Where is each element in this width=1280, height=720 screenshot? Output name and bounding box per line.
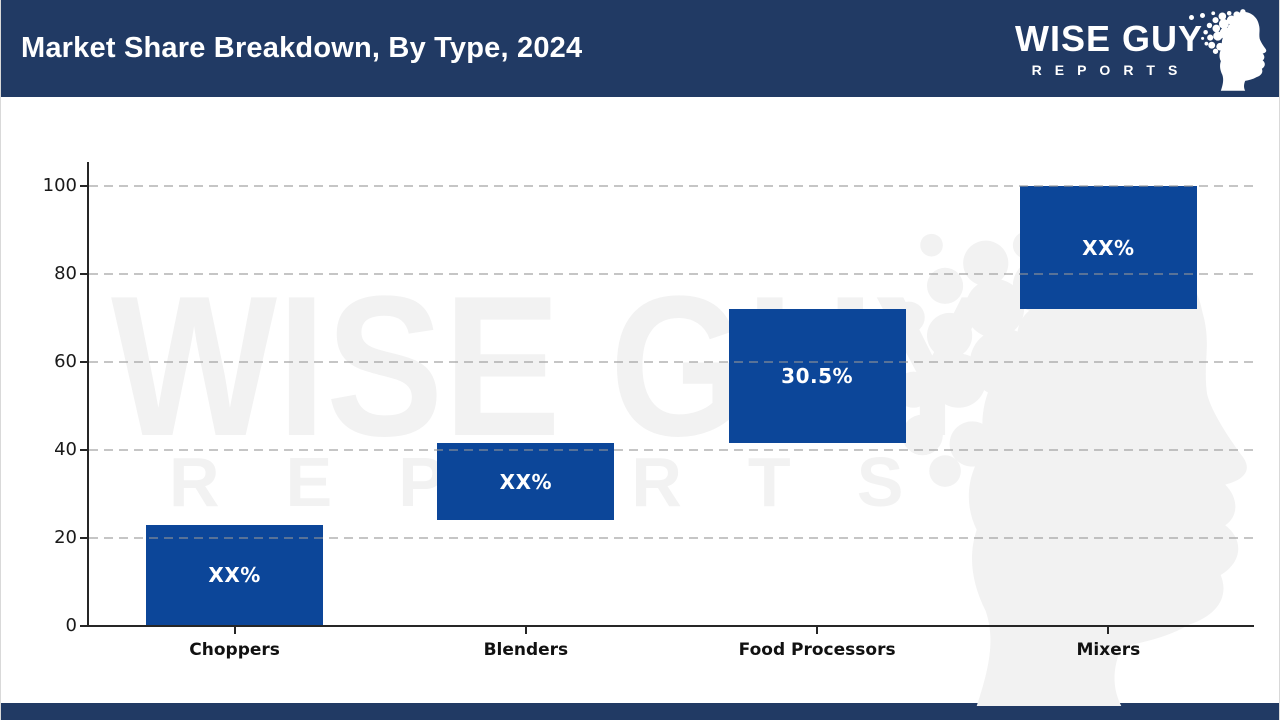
- x-tick-label: Food Processors: [738, 640, 896, 660]
- logo-accent-dots-icon: [1200, 12, 1205, 18]
- bar-food-processors: 30.5%: [728, 309, 906, 444]
- bar-value-label: XX%: [499, 469, 553, 494]
- y-tickmark: [80, 537, 87, 539]
- chart-area: WISE GUY REPORTS XX%XX%30.5%XX%020406080…: [1, 97, 1279, 706]
- y-tickmark: [80, 185, 87, 187]
- x-axis-line: [87, 625, 1254, 627]
- brand-text: WISE GUY REPORTS: [1014, 12, 1205, 78]
- gridline-60: [89, 361, 1254, 363]
- bar-value-label: XX%: [208, 563, 261, 588]
- x-tick-label: Blenders: [483, 640, 569, 660]
- y-tick-label: 0: [65, 615, 77, 636]
- gridline-20: [89, 537, 1254, 539]
- x-tick-label: Mixers: [1076, 640, 1141, 660]
- brand-name: WISE GUY: [1014, 17, 1203, 59]
- y-tickmark: [80, 449, 87, 451]
- chart-title: Market Share Breakdown, By Type, 2024: [21, 32, 583, 64]
- footer-bar: [1, 703, 1279, 720]
- y-tick-label: 20: [54, 527, 77, 548]
- brand-subtitle: REPORTS: [1031, 61, 1191, 78]
- brand-logo: WISE GUY REPORTS: [1015, 5, 1271, 93]
- y-tickmark: [80, 361, 87, 363]
- x-tickmark: [816, 627, 819, 634]
- gridline-100: [89, 185, 1254, 187]
- gridline-80: [89, 273, 1254, 275]
- x-tick-label: Choppers: [189, 640, 280, 660]
- bar-value-label: 30.5%: [781, 364, 854, 389]
- y-tickmark: [80, 625, 87, 627]
- x-tickmark: [1107, 627, 1110, 634]
- bar-blenders: XX%: [437, 443, 615, 521]
- bar-choppers: XX%: [146, 524, 324, 626]
- gridline-40: [89, 449, 1254, 451]
- y-tick-label: 80: [54, 263, 77, 284]
- bar-value-label: XX%: [1082, 235, 1135, 260]
- plot-area: XX% XX% 30.5% XX% 0 20 40 60 80 100 Choppers Blende…: [1, 97, 1279, 703]
- brand-head-icon: [1201, 9, 1267, 91]
- y-axis-line: [87, 162, 89, 627]
- bar-mixers: XX%: [1019, 186, 1197, 310]
- x-tickmark: [233, 627, 236, 634]
- y-tick-label: 60: [54, 351, 77, 372]
- x-tickmark: [524, 627, 527, 634]
- header-bar: Market Share Breakdown, By Type, 2024 WI…: [1, 0, 1279, 97]
- y-tickmark: [80, 273, 87, 275]
- y-tick-label: 100: [42, 175, 77, 196]
- y-tick-label: 40: [54, 439, 77, 460]
